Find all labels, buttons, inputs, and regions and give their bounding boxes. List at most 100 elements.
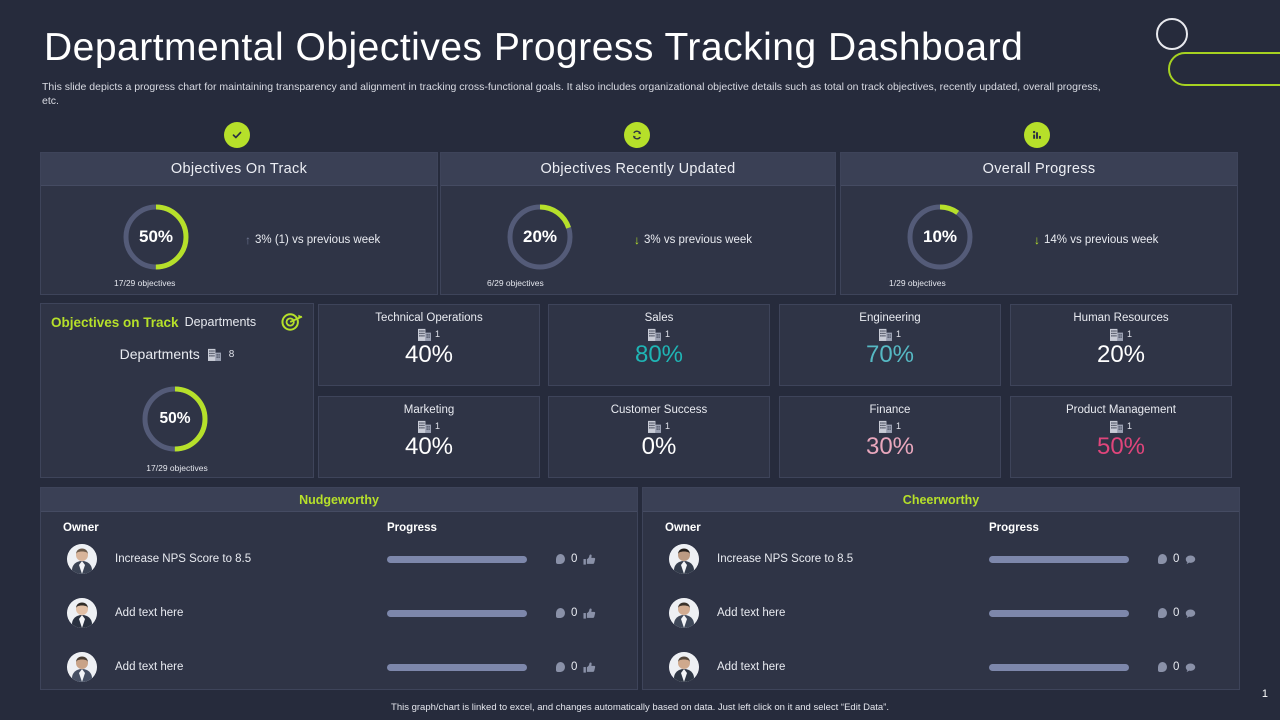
department-count: 8 [228,348,235,360]
kpi-card-2: Objectives Recently Updated 20% 6/29 obj… [440,152,836,295]
building-icon [417,419,431,433]
department-meta: 1 [647,327,670,341]
list-item[interactable]: Increase NPS Score to 8.5 0 [41,532,637,586]
kpi-delta-text: 3% (1) vs previous week [255,234,381,246]
kpi-card-body: 10% 1/29 objectives ↓ 14% vs previous we… [841,186,1237,295]
objectives-on-track-panel: Objectives on Track Departments Departme… [40,303,314,478]
department-objective-count: 1 [895,421,901,431]
row-metrics: 0 [1158,553,1198,566]
kpi-title: Objectives Recently Updated [540,161,736,177]
kpi-donut: 10% [903,200,977,274]
comment-count: 0 [571,553,578,565]
comment-bubble-icon [556,662,565,672]
kpi-card-header: Objectives On Track [41,153,437,186]
department-percent: 50% [1096,433,1146,460]
objective-label: Add text here [717,607,786,619]
progress-bar [387,663,527,671]
department-name: Engineering [859,312,921,324]
kpi-objectives: 6/29 objectives [487,278,544,288]
department-card: Product Management 1 50% [1010,396,1232,478]
building-icon [878,419,892,433]
avatar [67,652,97,682]
kpi-donut: 50% [119,200,193,274]
check-circle-icon [224,122,250,148]
list-item[interactable]: Add text here 0 [643,586,1239,640]
list-panel-header: Nudgeworthy [41,488,637,512]
progress-bar [387,555,527,563]
department-meta: 1 [417,419,440,433]
kpi-card-header: Objectives Recently Updated [441,153,835,186]
comment-bubble-icon [1158,554,1167,564]
building-icon [207,347,221,361]
avatar [669,652,699,682]
department-percent: 40% [404,433,454,460]
thumbs-up-icon[interactable] [583,661,596,674]
row-metrics: 0 [556,607,596,620]
kpi-card-body: 50% 17/29 objectives ↑ 3% (1) vs previou… [41,186,437,295]
department-card: Engineering 1 70% [779,304,1001,386]
department-name: Product Management [1066,404,1176,416]
department-objective-count: 1 [664,329,670,339]
department-percent: 30% [865,433,915,460]
kpi-card-body: 20% 6/29 objectives ↓ 3% vs previous wee… [441,186,835,295]
kpi-title: Objectives On Track [170,161,308,177]
department-name: Customer Success [610,404,708,416]
objectives-on-track-percent: 50% [159,410,191,427]
target-icon [281,312,303,332]
kpi-title: Overall Progress [982,161,1096,177]
kpi-delta: ↓ 3% vs previous week [634,234,752,246]
kpi-card-1: Objectives On Track 50% 17/29 objectives… [40,152,438,295]
department-meta: 1 [1109,419,1132,433]
department-meta: 1 [878,327,901,341]
department-name: Marketing [403,404,455,416]
arrow-down-icon: ↓ [1034,233,1040,247]
objective-label: Add text here [115,661,184,673]
department-meta: 1 [1109,327,1132,341]
department-card: Technical Operations 1 40% [318,304,540,386]
kpi-objectives: 1/29 objectives [889,278,946,288]
list-item[interactable]: Add text here 0 [41,640,637,694]
thumbs-up-icon[interactable] [583,607,596,620]
comment-icon[interactable] [1185,607,1198,620]
department-percent: 20% [1096,341,1146,368]
progress-bar [989,609,1129,617]
department-card: Marketing 1 40% [318,396,540,478]
comment-bubble-icon [556,554,565,564]
thumbs-up-icon[interactable] [583,553,596,566]
list-panel-title: Nudgeworthy [299,492,379,507]
list-panel-title: Cheerworthy [902,492,980,507]
department-meta: 1 [878,419,901,433]
comment-count: 0 [571,607,578,619]
list-panel-header: Cheerworthy [643,488,1239,512]
list-item[interactable]: Increase NPS Score to 8.5 0 [643,532,1239,586]
department-objective-count: 1 [434,329,440,339]
comment-icon[interactable] [1185,553,1198,566]
bar-chart-icon [1024,122,1050,148]
department-meta: 1 [417,327,440,341]
list-item[interactable]: Add text here 0 [41,586,637,640]
refresh-icon [624,122,650,148]
department-percent: 80% [634,341,684,368]
department-percent: 0% [641,433,677,460]
department-name: Finance [869,404,911,416]
comment-bubble-icon [1158,608,1167,618]
comment-count: 0 [1173,553,1180,565]
avatar [67,544,97,574]
building-icon [1109,419,1123,433]
arrow-down-icon: ↓ [634,233,640,247]
department-name: Sales [644,312,674,324]
list-item[interactable]: Add text here 0 [643,640,1239,694]
department-label: Departments [119,346,200,362]
department-name: Human Resources [1073,312,1169,324]
kpi-delta: ↑ 3% (1) vs previous week [245,234,380,246]
kpi-percent: 50% [138,227,174,246]
kpi-delta: ↓ 14% vs previous week [1034,234,1158,246]
comment-icon[interactable] [1185,661,1198,674]
department-card: Sales 1 80% [548,304,770,386]
department-percent: 70% [865,341,915,368]
row-metrics: 0 [1158,661,1198,674]
objectives-on-track-subtitle: Departments [184,315,257,329]
kpi-card-3: Overall Progress 10% 1/29 objectives ↓ 1… [840,152,1238,295]
department-meta: 1 [647,419,670,433]
